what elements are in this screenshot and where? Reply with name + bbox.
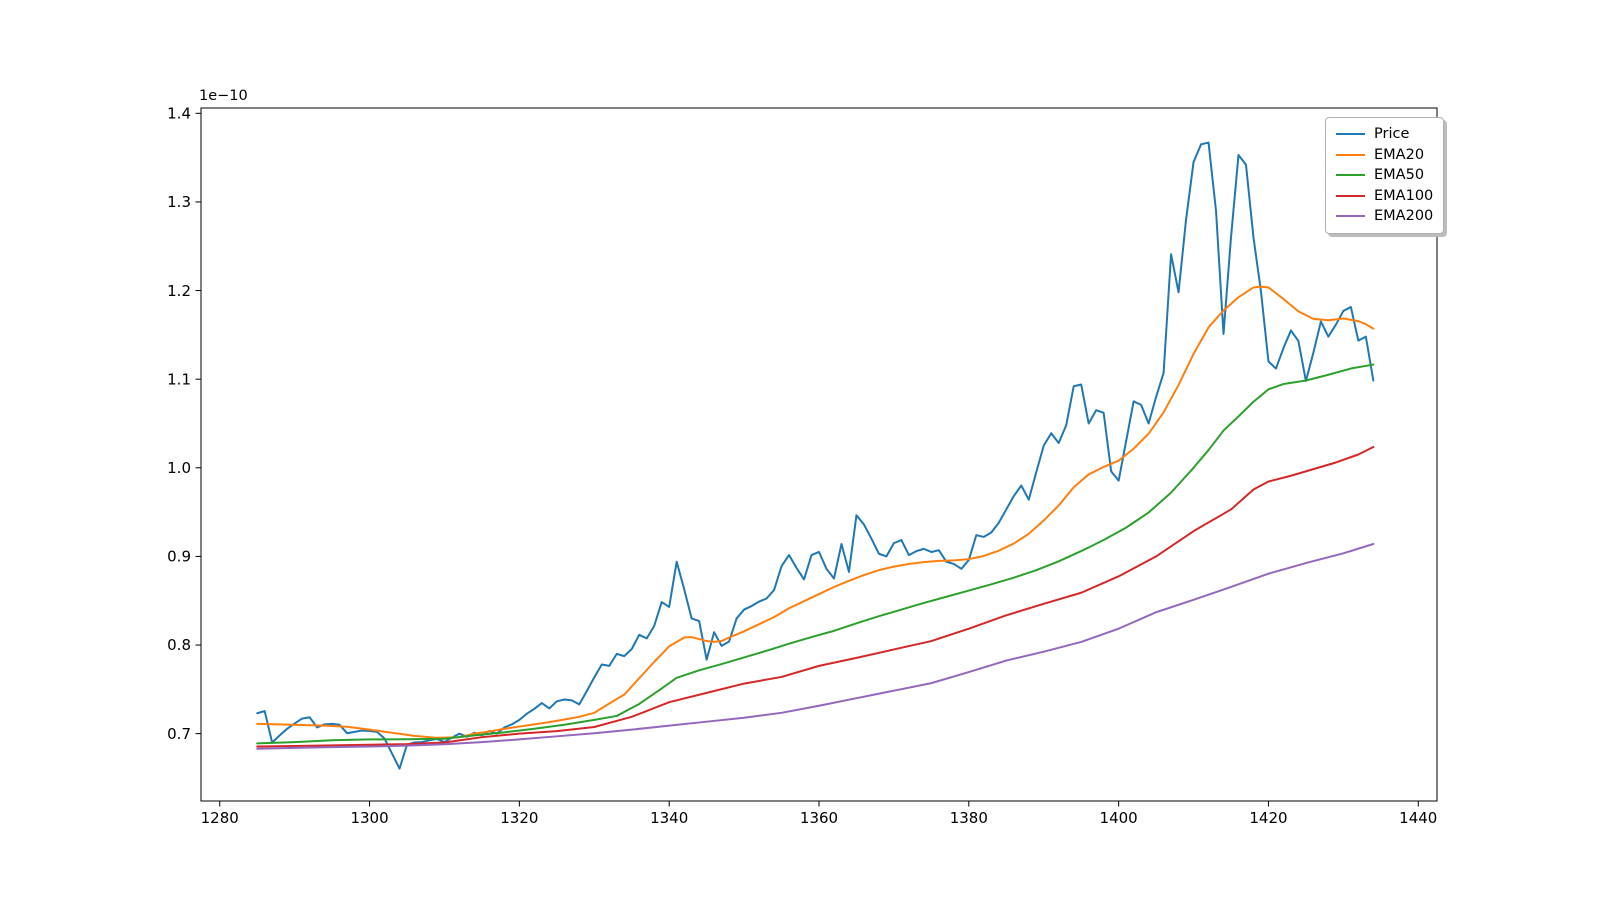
x-tick-label: 1280 [201,809,239,827]
y-axis-offset-label: 1e−10 [199,88,248,104]
y-tick-label: 1.0 [167,459,191,477]
legend: Price EMA20 EMA50 EMA100 EMA200 [1325,117,1445,234]
legend-item-price: Price [1336,124,1433,145]
y-tick-label: 1.4 [167,105,191,123]
series-lines [256,141,1375,770]
legend-item-ema50: EMA50 [1336,165,1433,186]
x-tick-label: 1400 [1100,809,1138,827]
y-tick-label: 0.7 [167,725,191,743]
legend-label: EMA100 [1374,187,1434,204]
y-tick-label: 0.8 [167,636,191,654]
legend-label: EMA200 [1374,208,1434,225]
legend-label: EMA20 [1374,146,1425,163]
ema200-line [256,543,1375,750]
price-line [256,141,1375,770]
y-tick-label: 1.2 [167,282,191,300]
x-tick-label: 1320 [500,809,538,827]
x-tick-label: 1380 [950,809,988,827]
legend-line-sample [1336,174,1365,177]
legend-line-sample [1336,194,1365,197]
legend-line-sample [1336,153,1365,156]
y-axis-ticks: 0.7 0.8 0.9 1.0 1.1 1.2 1.3 1.4 [167,105,201,743]
y-tick-label: 1.3 [167,193,191,211]
legend-line-sample [1336,215,1365,218]
legend-label: EMA50 [1374,167,1425,184]
legend-label: Price [1374,126,1410,143]
x-tick-label: 1300 [350,809,388,827]
ema100-line [256,445,1375,748]
x-tick-label: 1440 [1399,809,1437,827]
x-tick-label: 1340 [650,809,688,827]
y-tick-label: 0.9 [167,548,191,566]
x-tick-label: 1420 [1249,809,1287,827]
x-tick-label: 1360 [800,809,838,827]
legend-item-ema100: EMA100 [1336,186,1433,207]
legend-item-ema200: EMA200 [1336,206,1433,227]
y-tick-label: 1.1 [167,370,191,388]
legend-line-sample [1336,133,1365,136]
ema50-line [256,363,1375,745]
ema20-line [256,285,1375,739]
legend-item-ema20: EMA20 [1336,145,1433,166]
x-axis-ticks: 1280 1300 1320 1340 1360 1380 1400 1420 1440 [201,801,1437,827]
